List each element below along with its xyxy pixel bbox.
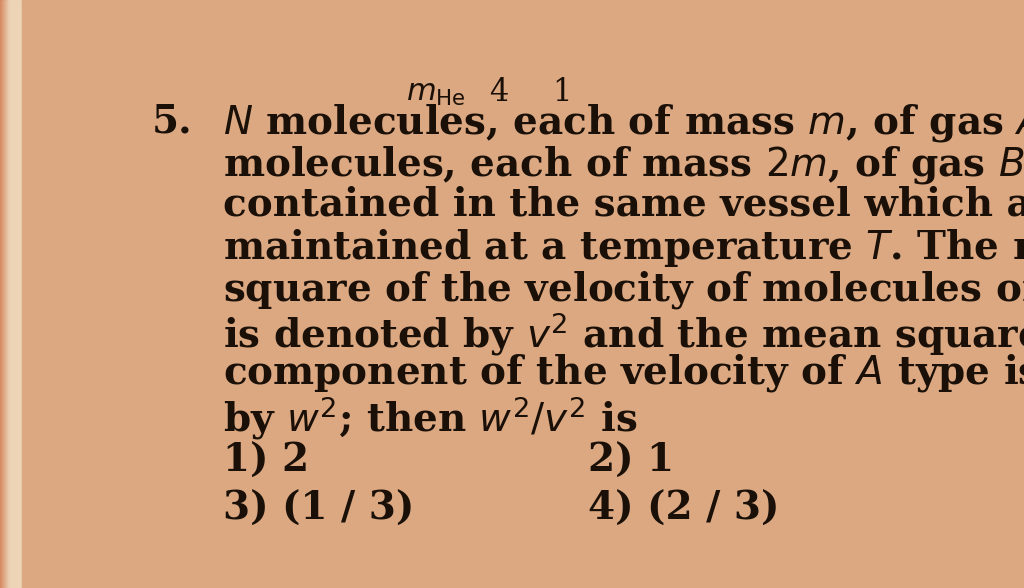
Text: $m_{\mathrm{He}}$: $m_{\mathrm{He}}$	[406, 78, 465, 108]
Text: 4: 4	[489, 78, 508, 108]
Text: $N$ molecules, each of mass $m$, of gas $A$ and $2N$: $N$ molecules, each of mass $m$, of gas …	[223, 102, 1024, 144]
Text: is denoted by $v^2$ and the mean square of the $X$: is denoted by $v^2$ and the mean square …	[223, 310, 1024, 358]
Text: 1: 1	[553, 78, 572, 108]
Text: 5.: 5.	[152, 102, 193, 141]
Text: component of the velocity of $A$ type is denoted: component of the velocity of $A$ type is…	[223, 352, 1024, 394]
Text: molecules, each of mass $2m$, of gas $B$ are: molecules, each of mass $2m$, of gas $B$…	[223, 144, 1024, 186]
Text: by $w^2$; then $w^2/v^2$ is: by $w^2$; then $w^2/v^2$ is	[223, 394, 638, 442]
Text: 2) 1: 2) 1	[588, 442, 675, 480]
Text: maintained at a temperature $T$. The mean: maintained at a temperature $T$. The mea…	[223, 227, 1024, 269]
Text: 1) 2: 1) 2	[223, 442, 309, 480]
Text: square of the velocity of molecules of $B$ type: square of the velocity of molecules of $…	[223, 269, 1024, 311]
Text: 4) (2 / 3): 4) (2 / 3)	[588, 490, 780, 528]
Text: 3) (1 / 3): 3) (1 / 3)	[223, 490, 415, 528]
Text: contained in the same vessel which are: contained in the same vessel which are	[223, 186, 1024, 223]
